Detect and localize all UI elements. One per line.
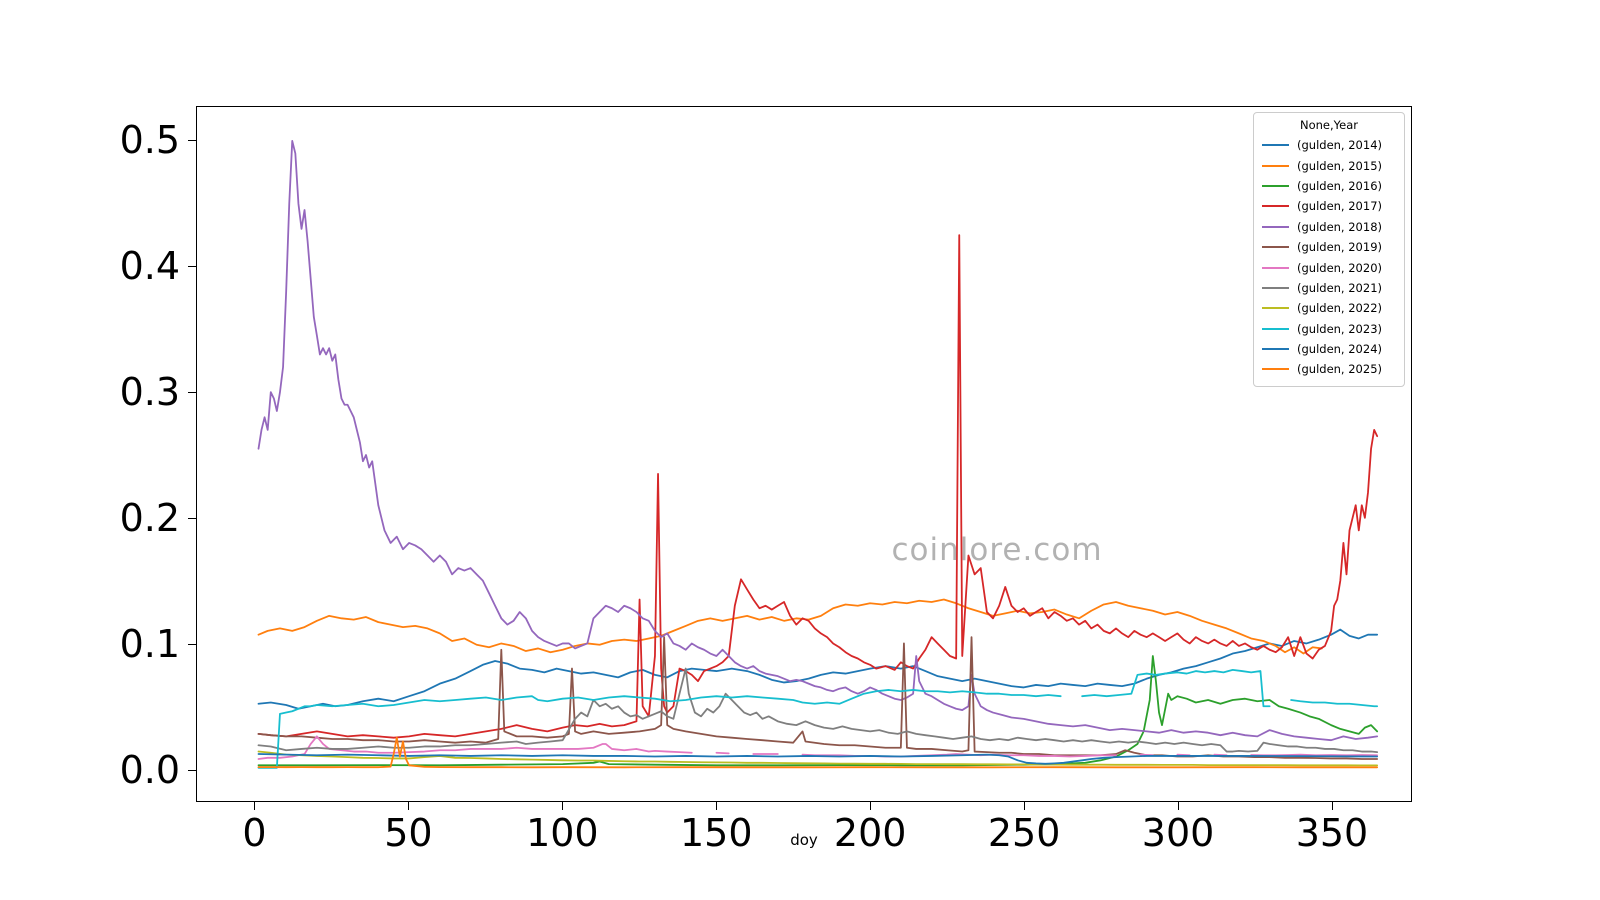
legend-entry: (gulden, 2022) <box>1260 298 1398 318</box>
x-tick-label: 50 <box>384 811 433 855</box>
legend-line-swatch <box>1262 205 1289 208</box>
y-tick-mark <box>188 266 196 267</box>
series-line-gulden-2024 <box>257 753 1379 765</box>
legend-entry: (gulden, 2021) <box>1260 278 1398 298</box>
x-tick-label: 100 <box>526 811 599 855</box>
legend-entry: (gulden, 2023) <box>1260 319 1398 339</box>
legend-entry-label: (gulden, 2017) <box>1297 199 1382 214</box>
y-tick-label: 0.2 <box>119 496 180 540</box>
legend-line-swatch <box>1262 368 1289 371</box>
legend-box: None,Year (gulden, 2014) (gulden, 2015) (g… <box>1253 112 1405 387</box>
legend-entry-label: (gulden, 2021) <box>1297 280 1382 295</box>
line-chart-canvas <box>257 140 1379 769</box>
series-line-gulden-2025 <box>257 736 1379 769</box>
legend-entries: (gulden, 2014) (gulden, 2015) (gulden, 201… <box>1260 135 1398 380</box>
y-tick-label: 0.3 <box>119 370 180 414</box>
x-tick-mark <box>1178 802 1180 810</box>
legend-line-swatch <box>1262 184 1289 187</box>
legend-entry: (gulden, 2015) <box>1260 155 1398 175</box>
series-line-gulden-2022 <box>257 750 1379 767</box>
legend-line-swatch <box>1262 144 1289 147</box>
legend-entry: (gulden, 2014) <box>1260 135 1398 155</box>
legend-entry: (gulden, 2025) <box>1260 359 1398 379</box>
watermark-text: coinlore.com <box>891 532 1103 568</box>
series-line-gulden-2020 <box>257 735 1379 760</box>
legend-line-swatch <box>1262 307 1289 310</box>
y-tick-mark <box>188 392 196 393</box>
series-line-gulden-2019 <box>257 636 1379 760</box>
legend-entry: (gulden, 2024) <box>1260 339 1398 359</box>
legend-entry: (gulden, 2020) <box>1260 257 1398 277</box>
y-tick-mark <box>188 644 196 645</box>
legend-entry: (gulden, 2018) <box>1260 217 1398 237</box>
x-tick-label: 250 <box>987 811 1061 855</box>
x-axis-title: doy <box>790 831 818 849</box>
legend-entry-label: (gulden, 2023) <box>1297 321 1382 336</box>
x-tick-mark <box>870 802 872 810</box>
legend-entry-label: (gulden, 2016) <box>1297 178 1382 193</box>
legend-entry-label: (gulden, 2019) <box>1297 240 1382 255</box>
legend-entry-label: (gulden, 2018) <box>1297 219 1382 234</box>
x-tick-label: 200 <box>833 811 907 855</box>
legend-title: None,Year <box>1299 118 1358 132</box>
legend-entry: (gulden, 2017) <box>1260 196 1398 216</box>
y-tick-label: 0.1 <box>119 622 180 666</box>
y-tick-mark <box>188 769 196 771</box>
series-line-gulden-2023 <box>257 668 1379 769</box>
x-tick-mark <box>716 802 718 810</box>
legend-entry-label: (gulden, 2022) <box>1297 301 1382 316</box>
x-tick-label: 0 <box>242 811 267 855</box>
legend-entry-label: (gulden, 2015) <box>1297 158 1382 173</box>
x-tick-mark <box>1331 802 1333 810</box>
legend-line-swatch <box>1262 327 1289 330</box>
legend-entry-label: (gulden, 2024) <box>1297 342 1382 357</box>
series-line-gulden-2016 <box>257 655 1379 767</box>
legend-entry-label: (gulden, 2014) <box>1297 138 1382 153</box>
y-tick-label: 0.5 <box>119 118 180 163</box>
legend-line-swatch <box>1262 266 1289 269</box>
legend-line-swatch <box>1262 246 1289 249</box>
legend-line-swatch <box>1262 225 1289 228</box>
legend-entry-label: (gulden, 2020) <box>1297 260 1382 275</box>
y-tick-label: 0.0 <box>119 747 180 792</box>
x-tick-label: 150 <box>679 811 753 855</box>
x-tick-mark <box>1024 802 1026 810</box>
x-tick-label: 350 <box>1295 811 1369 855</box>
series-line-gulden-2021 <box>257 667 1379 754</box>
series-line-gulden-2017 <box>257 234 1379 739</box>
legend-entry-label: (gulden, 2025) <box>1297 362 1382 377</box>
series-line-gulden-2015 <box>257 598 1323 655</box>
series-line-gulden-2018 <box>257 140 1379 742</box>
legend-line-swatch <box>1262 164 1289 167</box>
y-tick-mark <box>188 140 196 142</box>
y-tick-label: 0.4 <box>119 244 180 288</box>
x-tick-mark <box>562 802 564 810</box>
x-tick-mark <box>408 802 410 810</box>
plot-area: coinlore.com <box>196 106 1412 802</box>
y-tick-mark <box>188 518 196 519</box>
legend-entry: (gulden, 2016) <box>1260 176 1398 196</box>
legend-line-swatch <box>1262 348 1289 351</box>
x-tick-mark <box>254 802 256 810</box>
series-line-gulden-2014 <box>257 628 1379 710</box>
legend-line-swatch <box>1262 286 1289 289</box>
legend-entry: (gulden, 2019) <box>1260 237 1398 257</box>
x-tick-label: 300 <box>1141 811 1215 855</box>
